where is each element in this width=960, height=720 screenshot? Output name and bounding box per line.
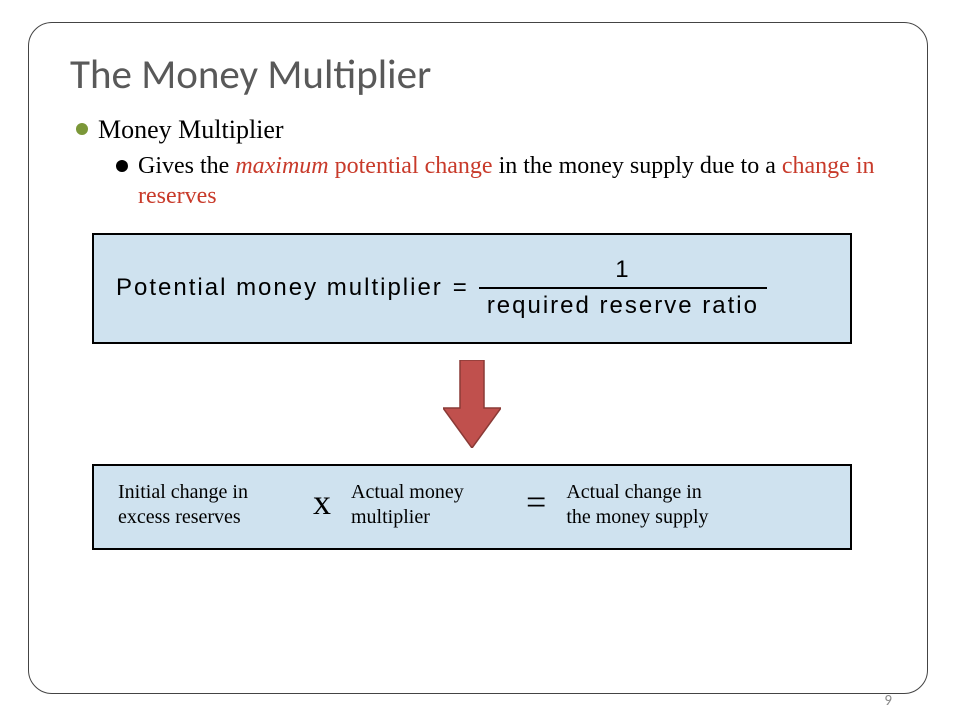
equation-term-2: Actual money multiplier [351,480,506,530]
arrow-container [92,344,852,464]
bullet-disc-icon [76,123,88,135]
text-emphasis-red: potential change [335,153,493,179]
bullet-l1-text: Money Multiplier [98,114,284,145]
equals-sign: = [453,274,469,302]
equation-box: Initial change in excess reserves x Actu… [92,464,852,550]
fraction: 1 required reserve ratio [479,253,767,322]
bullet-disc-icon [116,160,128,172]
slide-content: The Money Multiplier Money Multiplier Gi… [28,22,928,694]
text-emphasis-italic: maximum [235,153,328,179]
down-arrow-icon [443,360,501,448]
fraction-numerator: 1 [607,253,638,287]
equals-operator: = [506,481,566,529]
page-number: 9 [884,692,892,710]
formula-lhs: Potential money multiplier [116,274,443,302]
formula-box: Potential money multiplier = 1 required … [92,233,852,344]
text-fragment: Gives the [138,153,235,179]
bullet-l2-text: Gives the maximum potential change in th… [138,151,886,211]
slide-title: The Money Multiplier [70,50,886,100]
bullet-level-2: Gives the maximum potential change in th… [116,151,886,211]
text-fragment: in the money supply due to a [493,153,782,179]
equation-term-1: Initial change in excess reserves [118,480,293,530]
bullet-level-1: Money Multiplier [76,114,886,145]
times-operator: x [293,481,351,529]
equation-term-3: Actual change in the money supply [566,480,721,530]
fraction-denominator: required reserve ratio [479,289,767,323]
